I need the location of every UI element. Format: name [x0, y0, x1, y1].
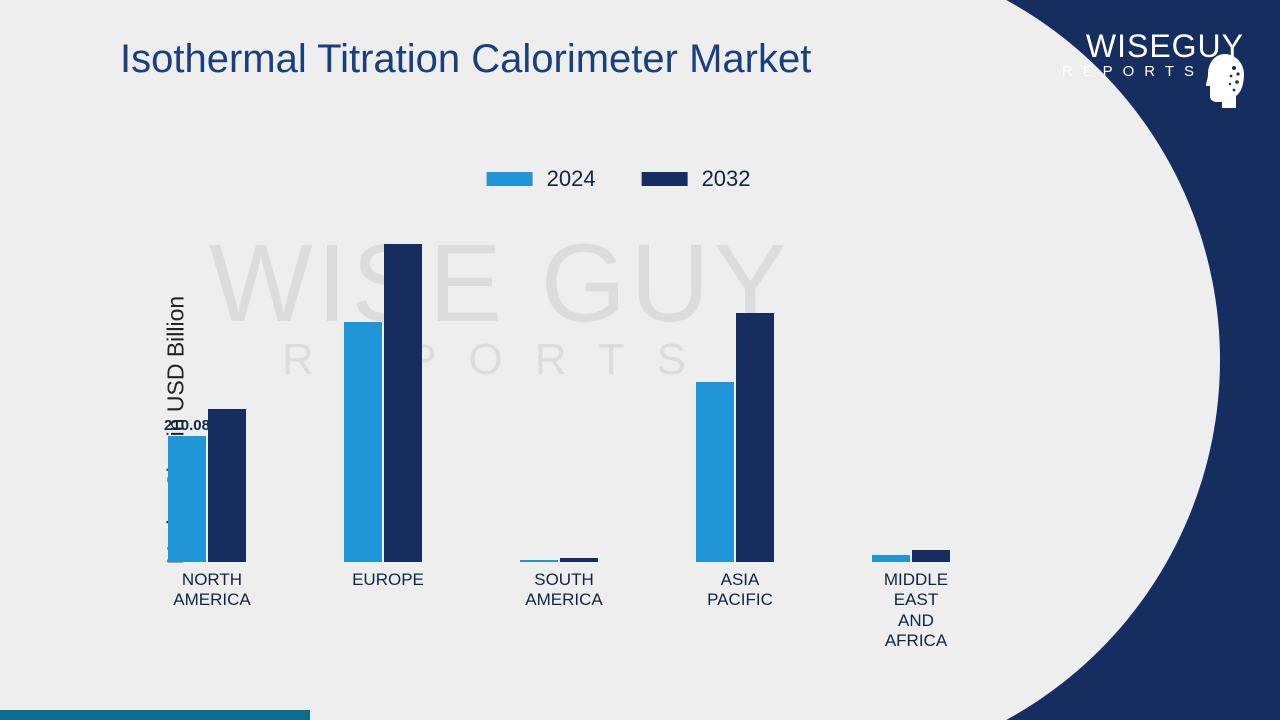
x-axis-category-label: MIDDLEEASTANDAFRICA [846, 562, 986, 652]
x-axis-category-label: ASIAPACIFIC [670, 562, 810, 611]
x-axis-category-label: SOUTHAMERICA [494, 562, 634, 611]
bar [872, 555, 910, 562]
plot-area: 210.08NORTHAMERICAEUROPESOUTHAMERICAASIA… [138, 202, 958, 562]
legend-swatch [642, 172, 688, 186]
bar [384, 244, 422, 562]
bar: 210.08 [168, 436, 206, 562]
x-axis-category-label: EUROPE [318, 562, 458, 590]
x-axis-category-label: NORTHAMERICA [142, 562, 282, 611]
bottom-accent-strip [0, 710, 310, 720]
chart-title: Isothermal Titration Calorimeter Market [120, 36, 820, 82]
brand-name-main: WISE [1086, 28, 1172, 64]
legend: 2024 2032 [487, 166, 751, 192]
legend-label: 2024 [547, 166, 596, 192]
legend-swatch [487, 172, 533, 186]
bar [344, 322, 382, 562]
legend-item: 2032 [642, 166, 751, 192]
brand-logo: WISEGUY REPORTS [1062, 28, 1244, 80]
bar [208, 409, 246, 562]
brand-tagline: REPORTS [1062, 63, 1204, 80]
bar [912, 550, 950, 562]
brand-panel [960, 0, 1280, 720]
brand-head-icon [1204, 52, 1246, 108]
bar-chart: Market Size in USD Billion 20242032 210.… [48, 160, 978, 700]
bar [696, 382, 734, 562]
bar-value-label: 210.08 [164, 417, 210, 436]
legend-label: 2032 [702, 166, 751, 192]
bar [736, 313, 774, 562]
legend-item: 2024 [487, 166, 596, 192]
